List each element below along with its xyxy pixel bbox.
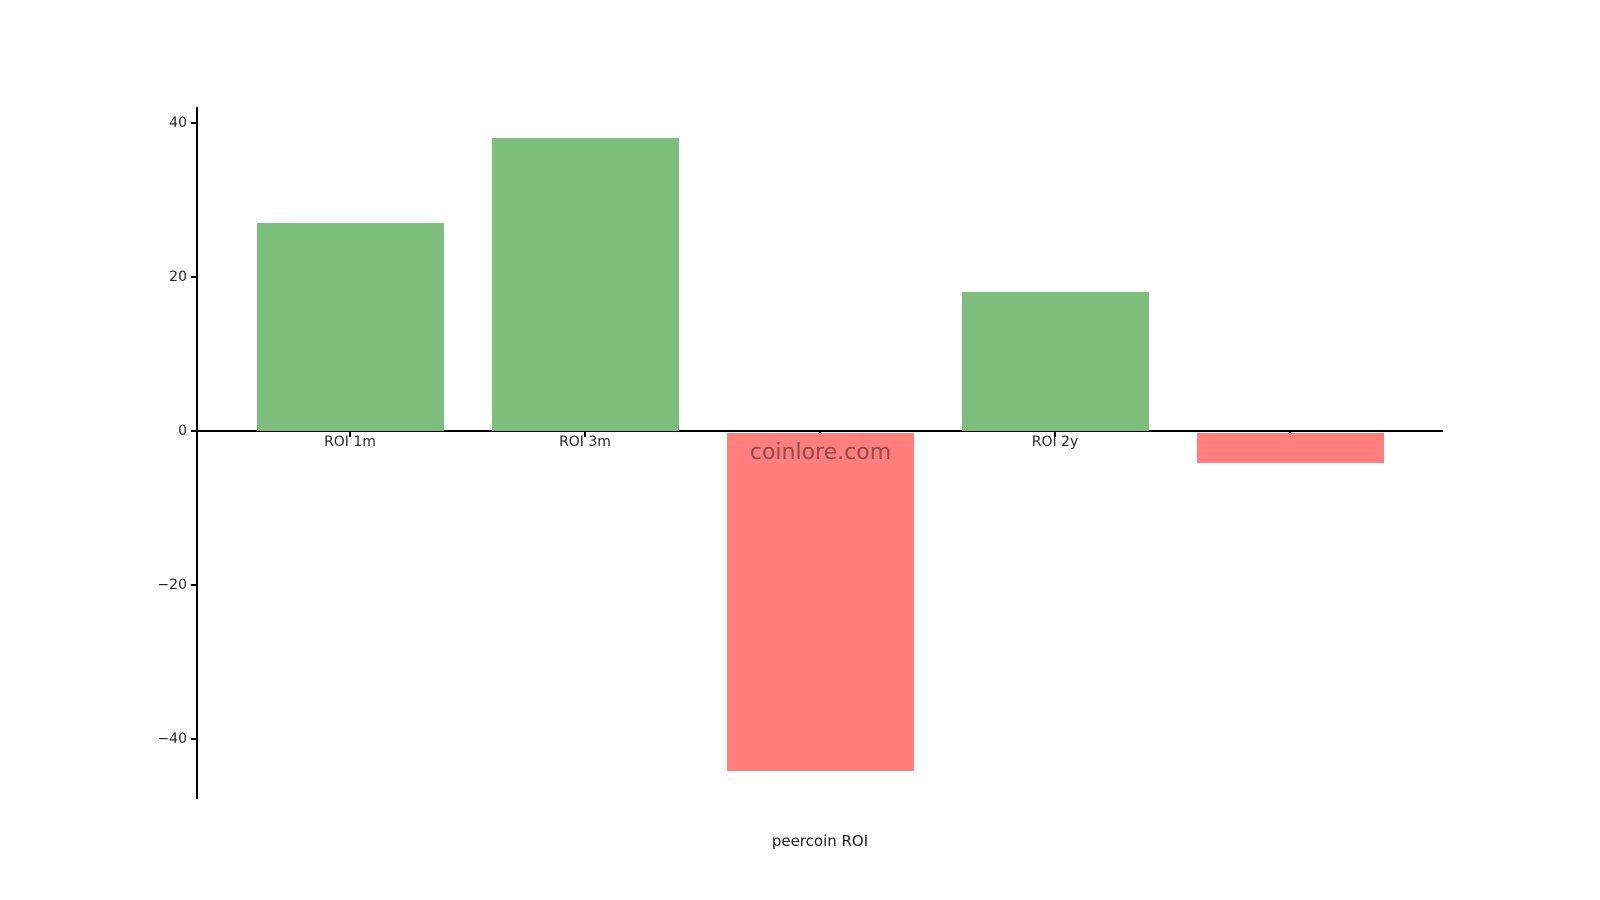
bar-roi-3m — [491, 138, 679, 431]
y-tick-mark — [191, 584, 197, 586]
x-tick-label: ROI 1m — [324, 434, 376, 450]
y-tick-mark — [191, 430, 197, 432]
y-tick-label: 20 — [169, 269, 187, 285]
chart-title: peercoin ROI — [771, 832, 869, 850]
x-tick-mark — [1054, 431, 1056, 437]
bar-roi-5 — [1196, 432, 1384, 464]
y-tick-mark — [191, 738, 197, 740]
bar-roi-3 — [726, 432, 914, 772]
y-tick-mark — [191, 276, 197, 278]
y-tick-label: 40 — [169, 115, 187, 131]
y-tick-label: −20 — [157, 577, 187, 593]
y-tick-label: −40 — [157, 731, 187, 747]
x-tick-label: ROI 3m — [559, 434, 611, 450]
watermark-text: coinlore.com — [749, 440, 892, 465]
x-tick-label: ROI 2y — [1031, 434, 1079, 450]
y-tick-mark — [191, 122, 197, 124]
bar-roi-2y — [961, 292, 1149, 431]
x-tick-mark — [349, 431, 351, 437]
y-axis-line — [196, 107, 198, 799]
x-axis-line — [196, 430, 1443, 432]
bar-roi-1m — [256, 223, 444, 431]
y-tick-label: 0 — [178, 423, 187, 439]
x-tick-mark — [584, 431, 586, 437]
